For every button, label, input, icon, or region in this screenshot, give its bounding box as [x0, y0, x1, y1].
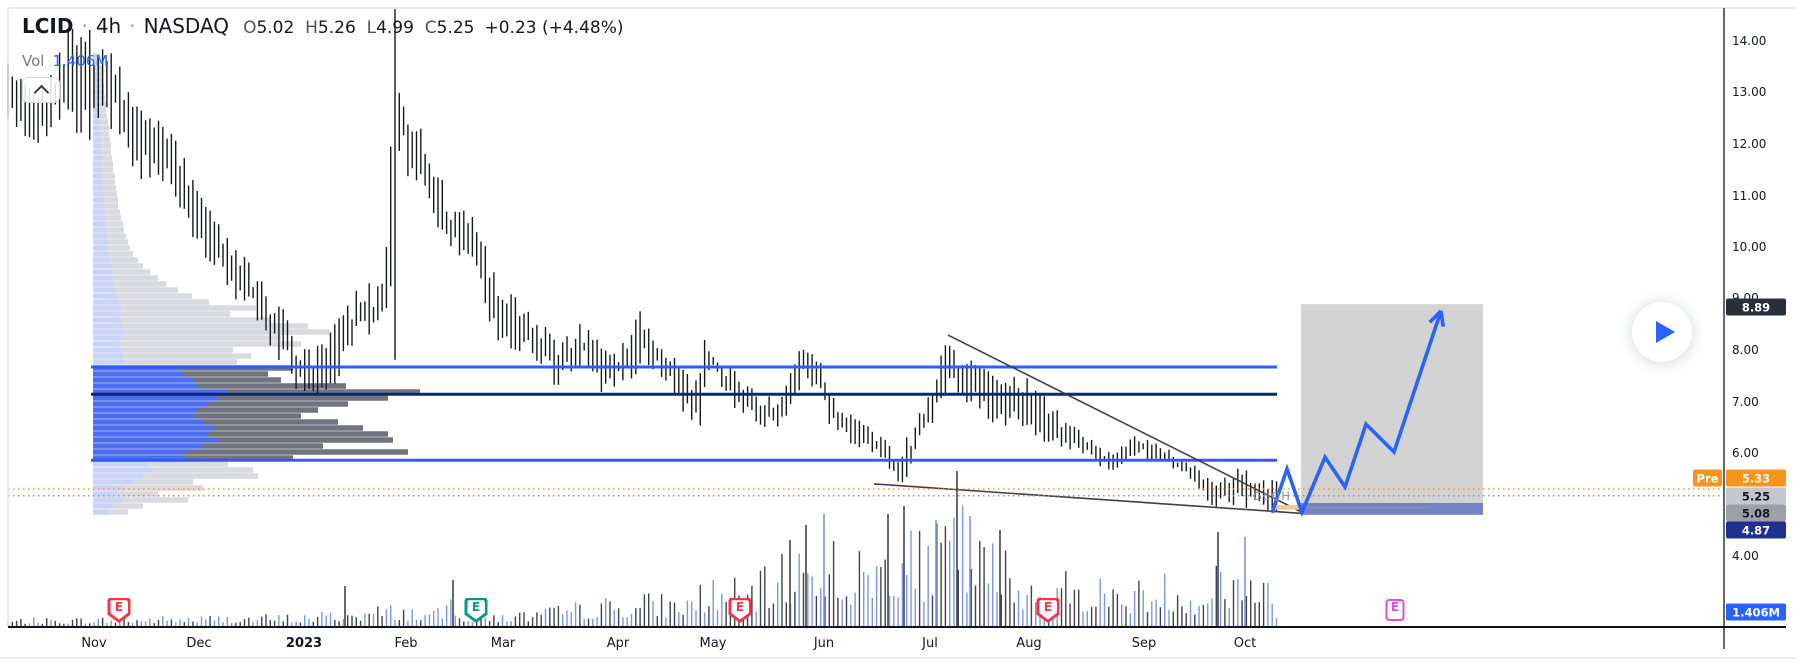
header-separator: · [129, 14, 136, 38]
earnings-letter: E [114, 600, 124, 614]
price-badge-1-406M: 1.406M [1726, 603, 1786, 621]
arrowhead-barb [1439, 310, 1445, 327]
volume-bars [7, 471, 1278, 626]
time-tick-label-jun: Jun [813, 636, 835, 651]
price-tick-label: 6.00 [1732, 446, 1759, 460]
time-axis-line [8, 626, 1786, 628]
earnings-marker[interactable]: E [464, 597, 488, 623]
projection-zigzag-arrow[interactable] [1270, 310, 1443, 518]
change-value: +0.23 (+4.48%) [484, 18, 624, 38]
price-badge-8-89: 8.89 [1726, 298, 1786, 316]
symbol-header[interactable]: LCID · 4h · NASDAQ O5.02 H5.26 L4.99 C5.… [22, 14, 624, 38]
price-tick-label: 8.00 [1732, 343, 1759, 357]
price-tick-label: 4.00 [1732, 549, 1759, 563]
pattern-label: GpQH [1253, 489, 1291, 503]
earnings-shield-icon [107, 598, 131, 623]
earnings-shield-icon [464, 598, 488, 623]
price-badge-4-87: 4.87 [1726, 521, 1786, 539]
projection-box[interactable] [1301, 304, 1483, 503]
price-tick-label: 13.00 [1732, 85, 1767, 99]
symbol-name: LCID [22, 14, 74, 38]
price-tick-label: 14.00 [1732, 34, 1767, 48]
time-tick-label-dec: Dec [186, 636, 212, 651]
price-tick-label: 7.00 [1732, 395, 1759, 409]
price-tick-label: 10.00 [1732, 240, 1767, 254]
time-tick-label-nov: Nov [81, 636, 107, 651]
earnings-letter: E [735, 600, 745, 614]
play-icon [1655, 321, 1675, 343]
volume-profile-indicator [93, 53, 420, 515]
header-separator: · [81, 14, 88, 38]
time-tick-label-oct: Oct [1233, 636, 1257, 651]
earnings-marker[interactable]: E [728, 597, 752, 623]
price-badge-5-25: 5.25 [1726, 487, 1786, 505]
time-tick-label-jul: Jul [922, 636, 938, 651]
candlestick-series [7, 9, 1278, 512]
volume-value: 1.406M [52, 52, 109, 70]
earnings-square-icon [1385, 599, 1405, 621]
time-tick-label-2023: 2023 [285, 636, 323, 651]
interval-label: 4h [95, 14, 122, 38]
wedge-trendline-2[interactable] [873, 483, 1309, 515]
volume-label: Vol [22, 52, 45, 70]
price-tick-label: 12.00 [1732, 137, 1767, 151]
time-tick-label-sep: Sep [1131, 636, 1157, 651]
earnings-marker[interactable]: E [1384, 597, 1407, 623]
volume-readout: Vol 1.406M [22, 52, 108, 70]
time-tick-label-feb: Feb [394, 636, 418, 651]
replay-play-button[interactable] [1632, 302, 1692, 362]
arrowhead-barb [1428, 309, 1443, 324]
earnings-shield-icon [1036, 598, 1060, 623]
chevron-up-icon [33, 84, 49, 101]
time-tick-label-mar: Mar [490, 636, 516, 651]
price-tick-label: 11.00 [1732, 189, 1767, 203]
premarket-badge: Pre [1693, 469, 1722, 487]
time-tick-label-aug: Aug [1016, 636, 1042, 651]
wedge-trendline-1[interactable] [947, 334, 1304, 514]
earnings-marker[interactable]: E [107, 597, 131, 623]
earnings-letter: E [1043, 600, 1053, 614]
earnings-letter: E [471, 600, 481, 614]
earnings-shield-icon [728, 598, 752, 623]
exchange-label: NASDAQ [143, 14, 230, 38]
earnings-letter: E [1390, 600, 1400, 614]
time-tick-label-may: May [699, 636, 727, 651]
earnings-marker[interactable]: E [1036, 597, 1060, 623]
support-band [1301, 502, 1483, 515]
entry-strip [1275, 505, 1301, 510]
collapse-pane-button[interactable] [22, 77, 60, 103]
price-badge-5-08: 5.08 [1726, 504, 1786, 522]
ohlc-values: O5.02 H5.26 L4.99 C5.25 [243, 18, 475, 38]
time-tick-label-apr: Apr [606, 636, 630, 651]
price-badge-5-33: 5.33 [1726, 469, 1786, 487]
